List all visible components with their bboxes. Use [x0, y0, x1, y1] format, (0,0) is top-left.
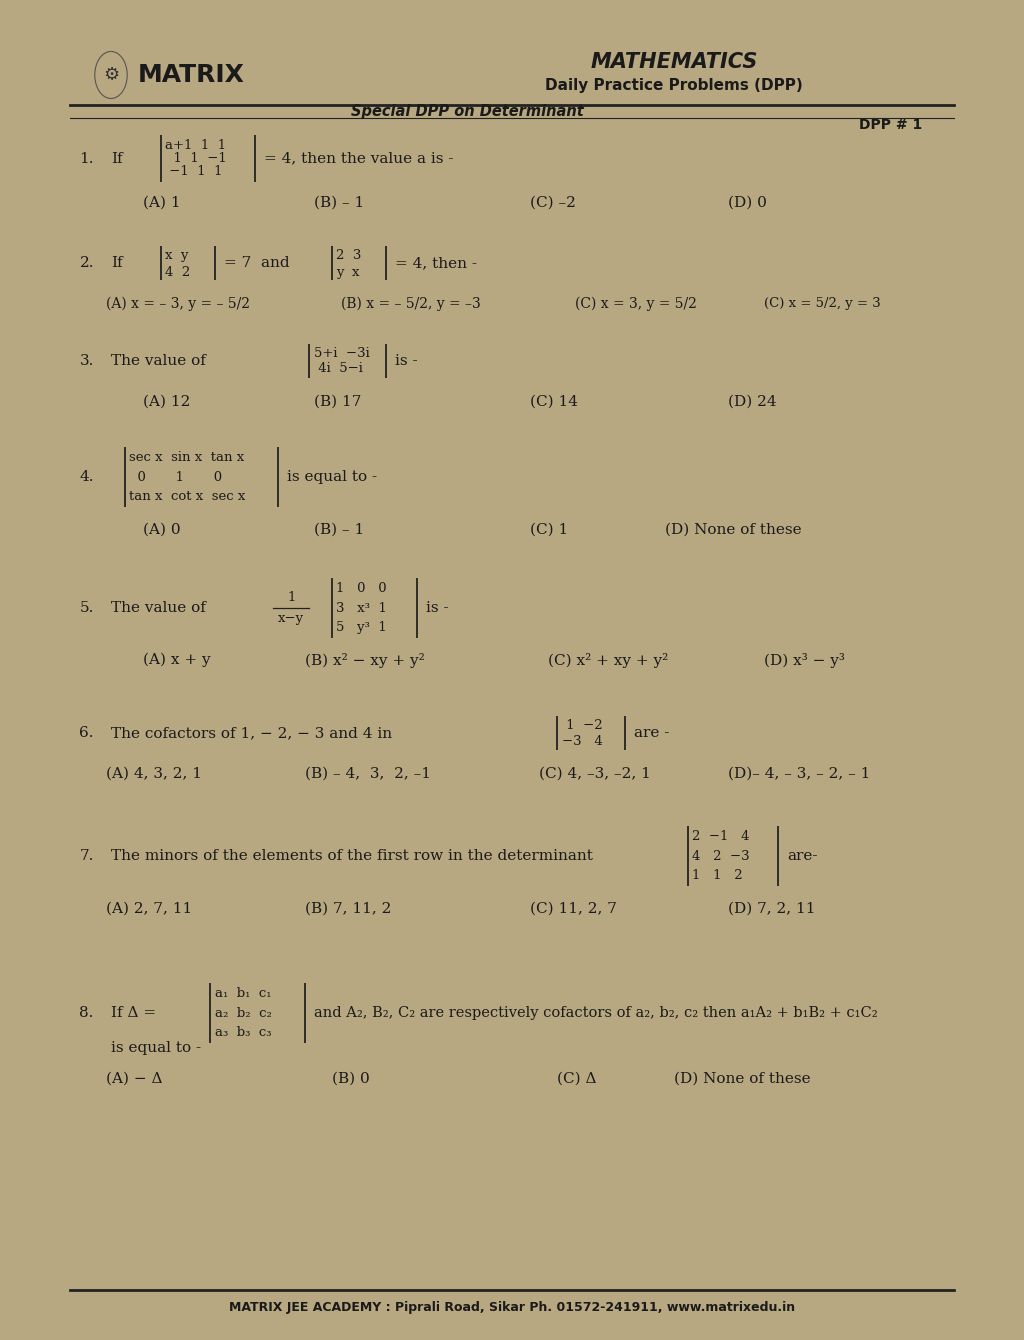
- Text: (B) – 1: (B) – 1: [313, 196, 364, 210]
- Text: = 7  and: = 7 and: [223, 256, 289, 271]
- Text: If: If: [111, 256, 123, 271]
- Text: 1   0   0: 1 0 0: [336, 582, 387, 595]
- Text: (B) – 1: (B) – 1: [313, 523, 364, 536]
- Text: is equal to -: is equal to -: [287, 470, 377, 484]
- Text: (C) Δ: (C) Δ: [557, 1072, 597, 1085]
- Text: (C) x = 3, y = 5/2: (C) x = 3, y = 5/2: [575, 296, 697, 311]
- Text: 1: 1: [287, 591, 295, 604]
- Text: a₁  b₁  c₁: a₁ b₁ c₁: [215, 988, 271, 1000]
- Text: (C) x² + xy + y²: (C) x² + xy + y²: [548, 653, 669, 667]
- Text: (A) 0: (A) 0: [142, 523, 180, 536]
- Text: (D) x³ − y³: (D) x³ − y³: [764, 653, 845, 667]
- Text: The minors of the elements of the first row in the determinant: The minors of the elements of the first …: [111, 850, 593, 863]
- Text: −3   4: −3 4: [561, 734, 602, 748]
- Text: 4.: 4.: [80, 470, 94, 484]
- Text: 1  1  −1: 1 1 −1: [165, 151, 227, 165]
- Text: 4i  5−i: 4i 5−i: [313, 362, 362, 375]
- Text: (B) – 4,  3,  2, –1: (B) – 4, 3, 2, –1: [305, 766, 431, 781]
- Text: (A) 2, 7, 11: (A) 2, 7, 11: [106, 902, 193, 915]
- Text: MATRIX JEE ACADEMY : Piprali Road, Sikar Ph. 01572-241911, www.matrixedu.in: MATRIX JEE ACADEMY : Piprali Road, Sikar…: [229, 1301, 795, 1313]
- Text: (B) 0: (B) 0: [332, 1072, 370, 1085]
- Text: (A) x + y: (A) x + y: [142, 653, 210, 667]
- Text: = 4, then -: = 4, then -: [395, 256, 477, 271]
- Text: (A) 1: (A) 1: [142, 196, 180, 210]
- Text: If Δ =: If Δ =: [111, 1006, 156, 1020]
- Text: x−y: x−y: [279, 612, 304, 624]
- Text: are-: are-: [786, 850, 817, 863]
- Text: (D) None of these: (D) None of these: [674, 1072, 811, 1085]
- Text: 7.: 7.: [80, 850, 94, 863]
- Text: (C) –2: (C) –2: [530, 196, 575, 210]
- Text: 5+i  −3i: 5+i −3i: [313, 347, 370, 359]
- Text: 2  −1   4: 2 −1 4: [692, 831, 750, 843]
- Text: is equal to -: is equal to -: [111, 1041, 201, 1056]
- Text: (C) 1: (C) 1: [530, 523, 568, 536]
- Text: (B) 7, 11, 2: (B) 7, 11, 2: [305, 902, 391, 915]
- Text: Daily Practice Problems (DPP): Daily Practice Problems (DPP): [546, 78, 803, 92]
- Text: are -: are -: [634, 726, 669, 741]
- Text: −1  1  1: −1 1 1: [165, 165, 222, 178]
- Text: 1   1   2: 1 1 2: [692, 870, 742, 882]
- Text: 3.: 3.: [80, 354, 94, 368]
- Text: 2.: 2.: [80, 256, 94, 271]
- Text: (D) None of these: (D) None of these: [666, 523, 802, 536]
- Text: sec x  sin x  tan x: sec x sin x tan x: [129, 452, 245, 464]
- Text: (C) 11, 2, 7: (C) 11, 2, 7: [530, 902, 616, 915]
- Text: is -: is -: [395, 354, 418, 368]
- Text: 5.: 5.: [80, 602, 94, 615]
- Text: (B) x = – 5/2, y = –3: (B) x = – 5/2, y = –3: [341, 296, 480, 311]
- Text: (C) x = 5/2, y = 3: (C) x = 5/2, y = 3: [764, 297, 881, 310]
- Text: 2  3: 2 3: [336, 249, 361, 261]
- Text: tan x  cot x  sec x: tan x cot x sec x: [129, 490, 246, 504]
- Text: (A) x = – 3, y = – 5/2: (A) x = – 3, y = – 5/2: [106, 296, 251, 311]
- Text: (A) 4, 3, 2, 1: (A) 4, 3, 2, 1: [106, 766, 203, 781]
- Text: (C) 4, –3, –2, 1: (C) 4, –3, –2, 1: [539, 766, 651, 781]
- Text: Special DPP on Determinant: Special DPP on Determinant: [350, 105, 584, 119]
- Text: y  x: y x: [336, 265, 359, 279]
- Text: (B) x² − xy + y²: (B) x² − xy + y²: [305, 653, 425, 667]
- Text: (C) 14: (C) 14: [530, 394, 578, 409]
- Text: (D) 7, 2, 11: (D) 7, 2, 11: [728, 902, 816, 915]
- Text: 5   y³  1: 5 y³ 1: [336, 622, 387, 634]
- Text: (D) 24: (D) 24: [728, 394, 777, 409]
- Text: MATRIX: MATRIX: [138, 63, 245, 87]
- Text: The value of: The value of: [111, 354, 206, 368]
- Text: 4   2  −3: 4 2 −3: [692, 850, 750, 863]
- Text: If: If: [111, 151, 123, 166]
- Text: x  y: x y: [165, 249, 188, 261]
- Text: 3   x³  1: 3 x³ 1: [336, 602, 387, 615]
- Text: The value of: The value of: [111, 602, 206, 615]
- Text: (D) 0: (D) 0: [728, 196, 767, 210]
- Text: is -: is -: [426, 602, 449, 615]
- Text: (A) 12: (A) 12: [142, 394, 189, 409]
- Text: a+1  1  1: a+1 1 1: [165, 139, 226, 151]
- Text: = 4, then the value a is -: = 4, then the value a is -: [264, 151, 454, 166]
- Text: 1  −2: 1 −2: [561, 720, 602, 732]
- Text: MATHEMATICS: MATHEMATICS: [591, 52, 758, 72]
- Text: ⚙: ⚙: [103, 66, 119, 84]
- Text: 1.: 1.: [80, 151, 94, 166]
- Text: 8.: 8.: [80, 1006, 94, 1020]
- Text: (A) − Δ: (A) − Δ: [106, 1072, 163, 1085]
- Text: DPP # 1: DPP # 1: [859, 118, 922, 131]
- Text: a₃  b₃  c₃: a₃ b₃ c₃: [215, 1026, 271, 1038]
- Text: (B) 17: (B) 17: [313, 394, 361, 409]
- Text: The cofactors of 1, − 2, − 3 and 4 in: The cofactors of 1, − 2, − 3 and 4 in: [111, 726, 392, 741]
- Text: 4  2: 4 2: [165, 265, 190, 279]
- Text: 6.: 6.: [80, 726, 94, 741]
- Text: 0       1       0: 0 1 0: [129, 470, 222, 484]
- Text: a₂  b₂  c₂: a₂ b₂ c₂: [215, 1006, 271, 1020]
- Text: (D)– 4, – 3, – 2, – 1: (D)– 4, – 3, – 2, – 1: [728, 766, 870, 781]
- Text: and A₂, B₂, C₂ are respectively cofactors of a₂, b₂, c₂ then a₁A₂ + b₁B₂ + c₁C₂: and A₂, B₂, C₂ are respectively cofactor…: [313, 1006, 878, 1020]
